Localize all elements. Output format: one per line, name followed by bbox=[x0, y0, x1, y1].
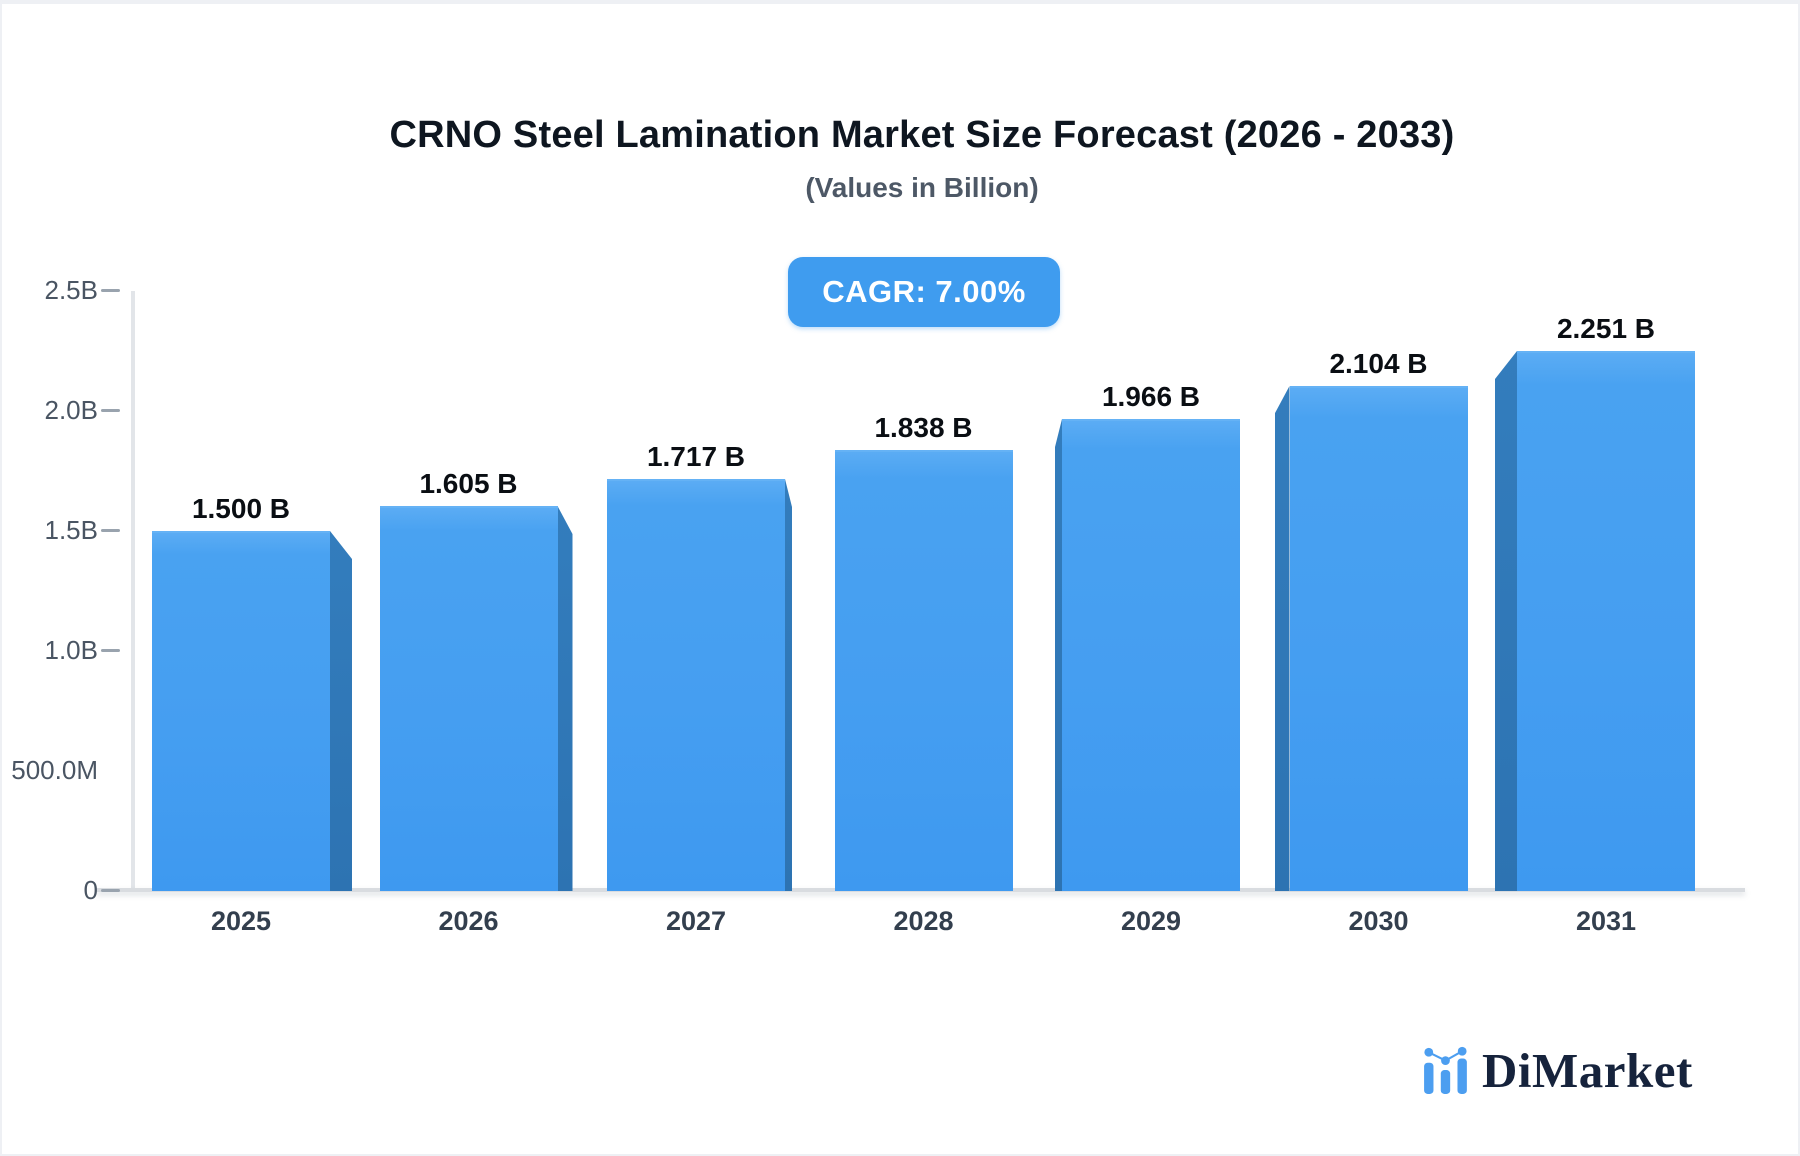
bar-2026[interactable] bbox=[379, 506, 558, 891]
cagr-badge: CAGR: 7.00% bbox=[788, 257, 1060, 327]
dimarket-chart-icon bbox=[1424, 1046, 1467, 1094]
bar-value-label: 1.838 B bbox=[874, 412, 973, 443]
x-axis-category-label: 2025 bbox=[210, 906, 272, 936]
bar-value-label: 1.500 B bbox=[191, 493, 291, 524]
bar-2027[interactable] bbox=[607, 479, 785, 891]
y-axis-tick-label: 2.0B bbox=[44, 395, 99, 425]
bar-value-label: 1.717 B bbox=[646, 441, 746, 472]
y-axis-tick-label: 0 bbox=[83, 875, 98, 905]
y-axis-tick-mark bbox=[101, 289, 120, 292]
x-axis-category-label: 2027 bbox=[665, 906, 727, 936]
y-axis-tick-label: 1.0B bbox=[44, 635, 99, 665]
brand-logo: DiMarket bbox=[1423, 1042, 1693, 1098]
y-axis-tick-mark bbox=[101, 649, 120, 652]
bar-2028[interactable] bbox=[834, 450, 1013, 891]
brand-name: DiMarket bbox=[1482, 1042, 1693, 1098]
chart-subtitle: (Values in Billion) bbox=[805, 172, 1039, 203]
bar-value-label: 2.251 B bbox=[1556, 313, 1656, 344]
y-axis-tick-mark bbox=[101, 409, 120, 412]
bar-value-label: 1.605 B bbox=[419, 468, 518, 499]
chart-card: CRNO Steel Lamination Market Size Foreca… bbox=[2, 4, 1798, 1154]
x-axis-category-label: 2026 bbox=[438, 906, 499, 936]
bar-side-2030 bbox=[1274, 386, 1290, 891]
bar-value-label: 2.104 B bbox=[1329, 348, 1428, 379]
cagr-badge-label: CAGR: 7.00% bbox=[822, 274, 1026, 309]
bar-side-2027 bbox=[785, 479, 792, 891]
y-axis-tick-label: 500.0M bbox=[11, 755, 98, 785]
bar-side-2031 bbox=[1495, 351, 1517, 891]
chart-title: CRNO Steel Lamination Market Size Foreca… bbox=[389, 114, 1455, 156]
bar-2031[interactable] bbox=[1517, 351, 1695, 891]
bar-value-label: 1.966 B bbox=[1101, 381, 1201, 412]
y-axis-line bbox=[131, 291, 135, 892]
y-axis-tick-mark bbox=[101, 889, 120, 892]
y-axis-tick-mark bbox=[101, 529, 120, 532]
x-axis-category-label: 2029 bbox=[1120, 906, 1182, 936]
bar-side-2029 bbox=[1055, 419, 1062, 891]
bar-2030[interactable] bbox=[1289, 386, 1468, 891]
y-axis-tick-label: 1.5B bbox=[44, 515, 99, 545]
bar-side-2026 bbox=[557, 506, 573, 891]
bar-2029[interactable] bbox=[1062, 419, 1240, 891]
x-axis-category-label: 2031 bbox=[1575, 906, 1637, 936]
x-axis-category-label: 2030 bbox=[1348, 906, 1409, 936]
bar-2025[interactable] bbox=[152, 531, 330, 891]
bar-side-2025 bbox=[330, 531, 352, 891]
x-axis-category-label: 2028 bbox=[893, 906, 954, 936]
chart-stage: CRNO Steel Lamination Market Size Foreca… bbox=[2, 4, 1798, 1150]
y-axis-tick-label: 2.5B bbox=[44, 275, 99, 305]
